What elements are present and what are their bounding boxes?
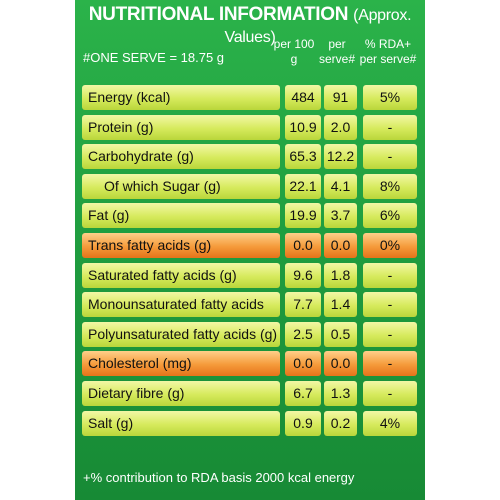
value-per-100g: 0.9 bbox=[285, 410, 321, 436]
nutrient-name: Trans fatty acids (g) bbox=[82, 233, 280, 258]
value-per-100g: 19.9 bbox=[285, 203, 321, 229]
value-per-100g: 0.0 bbox=[285, 233, 321, 258]
title-sub: (Approx. Values) bbox=[224, 7, 412, 46]
serve-size-header: #ONE SERVE = 18.75 g bbox=[83, 50, 225, 65]
value-rda: 4% bbox=[363, 410, 417, 436]
value-per-serve: 91 bbox=[324, 85, 357, 110]
nutrient-name: Polyunsaturated fatty acids (g) bbox=[82, 321, 280, 347]
value-per-100g: 2.5 bbox=[285, 321, 321, 347]
value-rda: 8% bbox=[363, 173, 417, 199]
value-per-100g: 0.0 bbox=[285, 351, 321, 377]
value-rda: - bbox=[363, 114, 417, 140]
value-per-serve: 0.5 bbox=[324, 321, 357, 347]
col-rda-header: % RDA+ per serve# bbox=[359, 37, 417, 66]
nutrient-name: Saturated fatty acids (g) bbox=[82, 262, 280, 288]
table-row: Energy (kcal) 484 91 5% bbox=[75, 85, 425, 110]
nutrition-label-panel: NUTRITIONAL INFORMATION (Approx. Values)… bbox=[75, 0, 425, 500]
value-per-100g: 6.7 bbox=[285, 381, 321, 406]
table-row: Fat (g) 19.9 3.7 6% bbox=[75, 203, 425, 229]
nutrient-name: Energy (kcal) bbox=[82, 85, 280, 110]
table-row: Salt (g) 0.9 0.2 4% bbox=[75, 410, 425, 436]
value-rda: - bbox=[363, 262, 417, 288]
nutrient-name: Carbohydrate (g) bbox=[82, 144, 280, 170]
value-per-serve: 3.7 bbox=[324, 203, 357, 229]
value-per-100g: 22.1 bbox=[285, 173, 321, 199]
table-row: Monounsaturated fatty acids (g)7.71.4- bbox=[75, 292, 425, 337]
value-per-serve: 4.1 bbox=[324, 173, 357, 199]
value-per-100g: 65.3 bbox=[285, 144, 321, 170]
nutrient-name: Salt (g) bbox=[82, 410, 280, 436]
table-row: Dietary fibre (g) 6.7 1.3- bbox=[75, 381, 425, 406]
value-per-serve: 1.8 bbox=[324, 262, 357, 288]
value-per-serve: 0.0 bbox=[324, 351, 357, 377]
nutrient-name: Cholesterol (mg) bbox=[82, 351, 280, 377]
col-per-serve-header: per serve# bbox=[319, 37, 356, 66]
value-rda: 6% bbox=[363, 203, 417, 229]
value-rda: - bbox=[363, 321, 417, 347]
value-per-serve: 0.0 bbox=[324, 233, 357, 258]
value-rda: - bbox=[363, 351, 417, 377]
nutrient-name: Of which Sugar (g) bbox=[82, 173, 280, 199]
col-per-100g-header: per 100 g bbox=[273, 37, 315, 66]
table-row: Carbohydrate (g) 65.3 12.2- bbox=[75, 144, 425, 170]
value-per-serve: 1.4 bbox=[324, 292, 357, 318]
table-row: Of which Sugar (g) 22.1 4.1 8% bbox=[75, 173, 425, 199]
value-per-serve: 1.3 bbox=[324, 381, 357, 406]
value-rda: 0% bbox=[363, 233, 417, 258]
nutrient-name: Protein (g) bbox=[82, 114, 280, 140]
value-per-100g: 7.7 bbox=[285, 292, 321, 318]
value-rda: - bbox=[363, 292, 417, 318]
title-main: NUTRITIONAL INFORMATION bbox=[88, 4, 349, 25]
table-row: Saturated fatty acids (g) 9.6 1.8- bbox=[75, 262, 425, 288]
table-row: Cholesterol (mg) 0.0 0.0- bbox=[75, 351, 425, 377]
value-rda: - bbox=[363, 381, 417, 406]
value-per-100g: 10.9 bbox=[285, 114, 321, 140]
label-title: NUTRITIONAL INFORMATION (Approx. Values) bbox=[75, 4, 425, 48]
value-rda: 5% bbox=[363, 85, 417, 110]
value-per-serve: 0.2 bbox=[324, 410, 357, 436]
table-row: Protein (g) 10.9 2.0- bbox=[75, 114, 425, 140]
rda-footnote: +% contribution to RDA basis 2000 kcal e… bbox=[83, 470, 355, 485]
nutrient-name: Fat (g) bbox=[82, 203, 280, 229]
value-per-100g: 9.6 bbox=[285, 262, 321, 288]
table-row: Trans fatty acids (g) 0.0 0.0 0% bbox=[75, 233, 425, 258]
value-per-serve: 12.2 bbox=[324, 144, 357, 170]
nutrient-name: Monounsaturated fatty acids (g) bbox=[82, 292, 280, 337]
nutrient-name: Dietary fibre (g) bbox=[82, 381, 280, 406]
value-per-serve: 2.0 bbox=[324, 114, 357, 140]
table-row: Polyunsaturated fatty acids (g) 2.5 0.5- bbox=[75, 321, 425, 347]
value-per-100g: 484 bbox=[285, 85, 321, 110]
value-rda: - bbox=[363, 144, 417, 170]
